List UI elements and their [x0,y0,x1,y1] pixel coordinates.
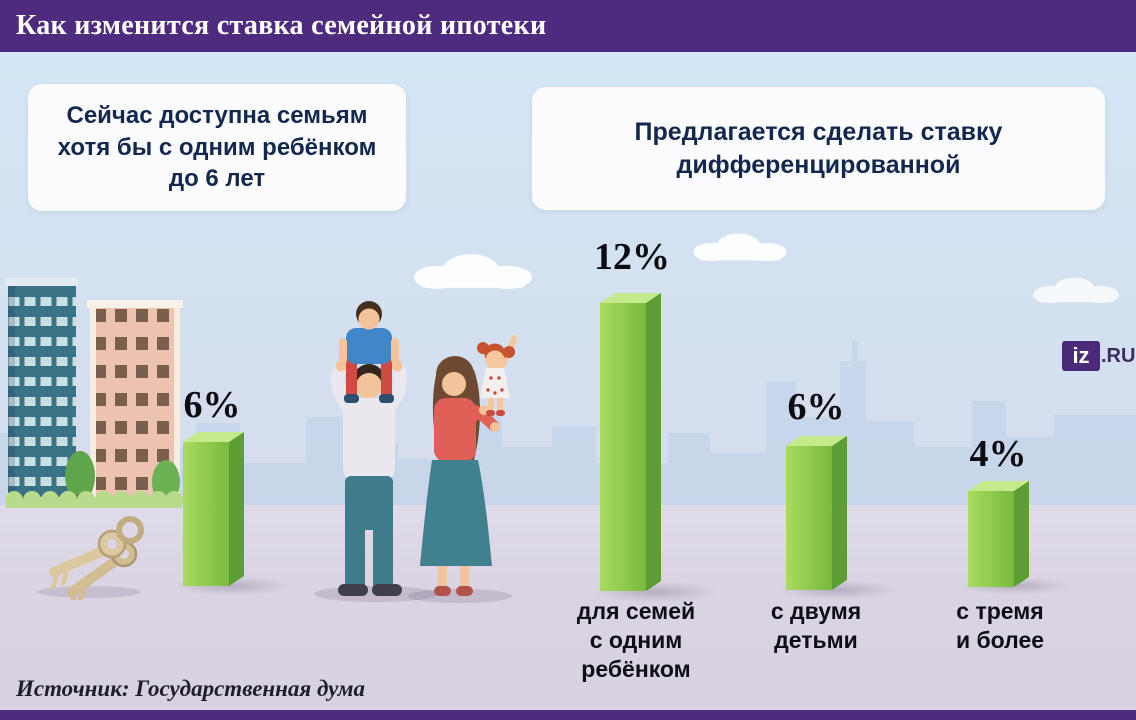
bar-one-child-rate [600,293,661,591]
bar-value-label-one-child: 12% [594,236,670,278]
callout-proposed-text: Предлагается сделать ставку дифференциро… [634,117,1003,179]
callout-current-text: Сейчас доступна семьям хотя бы с одним р… [57,101,377,193]
bar-value-label-three-plus: 4% [969,433,1027,475]
page-title: Как изменится ставка семейной ипотеки [16,10,547,41]
bar-category-label-two-children: с двумя детьми [770,598,862,653]
cloud-icon [413,254,533,289]
callout-current-terms: Сейчас доступна семьям хотя бы с одним р… [28,84,406,211]
buildings-illustration [6,278,183,508]
bar-category-label-one-child: для семей с одним ребёнком [576,598,696,682]
izru-logo-box: iz [1062,341,1100,371]
bar-value-label-current: 6% [183,384,241,426]
bar-value-label-two-children: 6% [787,386,845,428]
header-bar: Как изменится ставка семейной ипотеки [0,0,1136,52]
cloud-icon [1033,277,1119,304]
bar-category-label-three-plus: с тремя и более [955,598,1045,653]
izru-logo-suffix: .RU [1101,344,1136,367]
bar-three-plus-rate [968,481,1029,587]
family-illustration [314,301,517,603]
bar-current-rate [183,432,244,586]
source-text: Источник: Государственная дума [16,676,366,701]
footer-strip [0,710,1136,720]
callout-proposed-terms: Предлагается сделать ставку дифференциро… [532,87,1105,210]
cloud-icon [693,233,787,262]
bar-two-children-rate [786,436,847,590]
izru-logo: iz .RU [1062,341,1135,371]
keys-illustration [37,516,144,600]
